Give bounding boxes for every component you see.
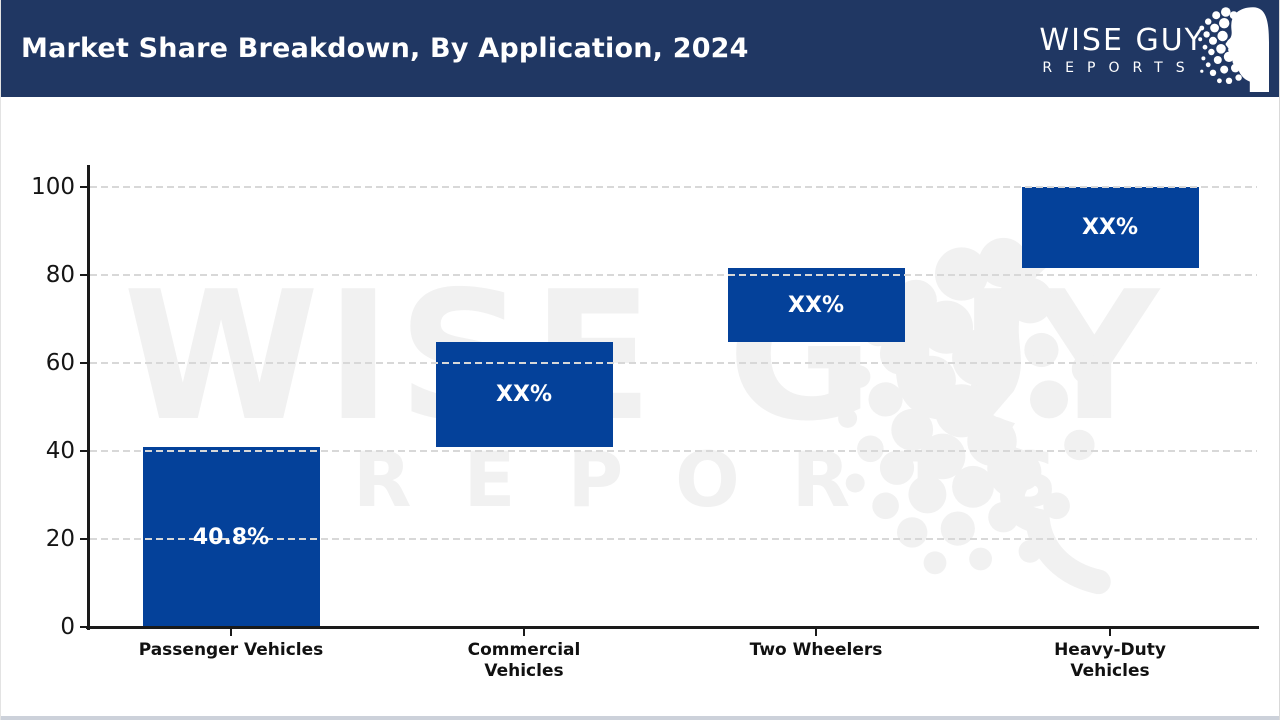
chart-title: Market Share Breakdown, By Application, … <box>21 33 749 64</box>
x-category-label-line: Heavy-Duty <box>1054 640 1166 660</box>
y-axis-tick-label: 40 <box>45 438 75 464</box>
y-axis-tick <box>80 538 88 540</box>
gridline-40 <box>90 450 1257 452</box>
gridline-60 <box>90 362 1257 364</box>
wise-guy-logo: WISE GUY REPORTS <box>1039 4 1269 92</box>
bar-value-label-two-wheelers: XX% <box>788 292 844 318</box>
y-axis-tick <box>80 274 88 276</box>
y-axis-tick-label: 100 <box>31 174 75 200</box>
x-axis-tick <box>815 629 817 636</box>
y-axis-line <box>87 165 90 630</box>
y-axis-tick-label: 80 <box>45 262 75 288</box>
logo-wiseguy-text: WISE GUY <box>1039 23 1205 58</box>
y-axis-tick-label: 20 <box>45 526 75 552</box>
x-category-label-line: Two Wheelers <box>749 640 883 660</box>
gridline-80 <box>90 274 1257 276</box>
y-axis-tick <box>80 450 88 452</box>
bar-passenger-vehicles <box>142 447 320 627</box>
bar-value-label-passenger-vehicles: 40.8% <box>192 524 270 550</box>
x-category-label-commercial-vehicles: Commercial Vehicles <box>378 640 670 682</box>
x-category-label-line: Commercial <box>467 640 581 660</box>
x-category-label-line: Passenger Vehicles <box>138 640 324 660</box>
x-axis-line <box>86 626 1259 629</box>
logo-reports-text: REPORTS <box>1042 59 1198 76</box>
gridline-20 <box>90 538 1257 540</box>
bottom-strip <box>1 716 1279 720</box>
y-axis-tick-label: 60 <box>45 350 75 376</box>
x-axis-tick <box>523 629 525 636</box>
x-category-label-line: Vehicles <box>484 661 564 681</box>
logo-text: WISE GUY REPORTS <box>1039 25 1205 76</box>
bar-commercial-vehicles <box>435 342 613 448</box>
x-category-label-line: Vehicles <box>1070 661 1150 681</box>
header-bar: Market Share Breakdown, By Application, … <box>1 0 1279 97</box>
y-axis-tick-label: 0 <box>60 614 75 640</box>
x-axis-tick <box>230 629 232 636</box>
y-axis-tick <box>80 626 88 628</box>
y-axis-tick <box>80 362 88 364</box>
x-category-label-heavy-duty-vehicles: Heavy-Duty Vehicles <box>964 640 1256 682</box>
bar-value-label-commercial-vehicles: XX% <box>496 382 552 408</box>
y-axis-tick <box>80 186 88 188</box>
gridline-100 <box>90 186 1257 188</box>
bar-value-label-heavy-duty-vehicles: XX% <box>1082 214 1138 240</box>
logo-face-dots-icon <box>1198 7 1269 92</box>
x-axis-tick <box>1109 629 1111 636</box>
x-category-label-two-wheelers: Two Wheelers <box>670 640 962 661</box>
x-category-label-passenger-vehicles: Passenger Vehicles <box>85 640 377 661</box>
